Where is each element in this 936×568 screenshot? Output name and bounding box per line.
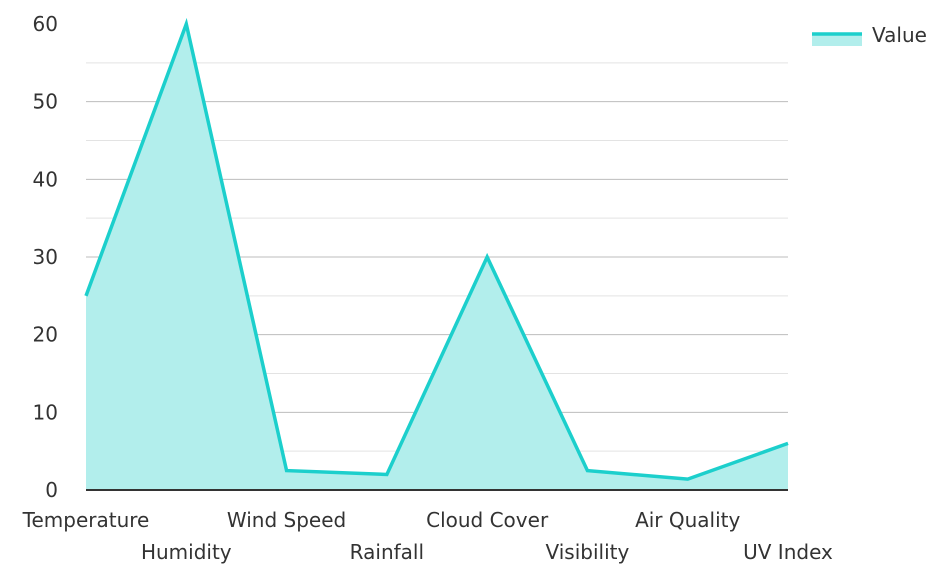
y-tick-label: 0 [45, 478, 58, 502]
y-tick-label: 30 [33, 245, 58, 269]
y-tick-label: 60 [33, 12, 58, 36]
series-area-fill [86, 24, 788, 490]
legend[interactable]: Value [812, 23, 927, 47]
y-tick-label: 50 [33, 90, 58, 114]
x-tick-label-temperature: Temperature [22, 508, 150, 532]
x-tick-label-humidity: Humidity [141, 540, 232, 564]
x-tick-label-uv-index: UV Index [743, 540, 833, 564]
series-area [84, 17, 789, 490]
y-tick-label: 10 [33, 400, 58, 424]
series-line [84, 17, 789, 481]
x-tick-label-air-quality: Air Quality [635, 508, 740, 532]
y-tick-label: 40 [33, 167, 58, 191]
y-axis-tick-labels: 0 10 20 30 40 50 60 [33, 12, 58, 502]
x-tick-label-wind-speed: Wind Speed [227, 508, 346, 532]
legend-label-value: Value [872, 23, 927, 47]
x-tick-label-rainfall: Rainfall [350, 540, 424, 564]
y-tick-label: 20 [33, 323, 58, 347]
x-axis-tick-labels: Temperature Humidity Wind SpeedRainfallClo… [22, 508, 833, 564]
x-tick-label-visibility: Visibility [546, 540, 630, 564]
legend-swatch-fill [812, 34, 862, 46]
x-tick-label-cloud-cover: Cloud Cover [426, 508, 549, 532]
